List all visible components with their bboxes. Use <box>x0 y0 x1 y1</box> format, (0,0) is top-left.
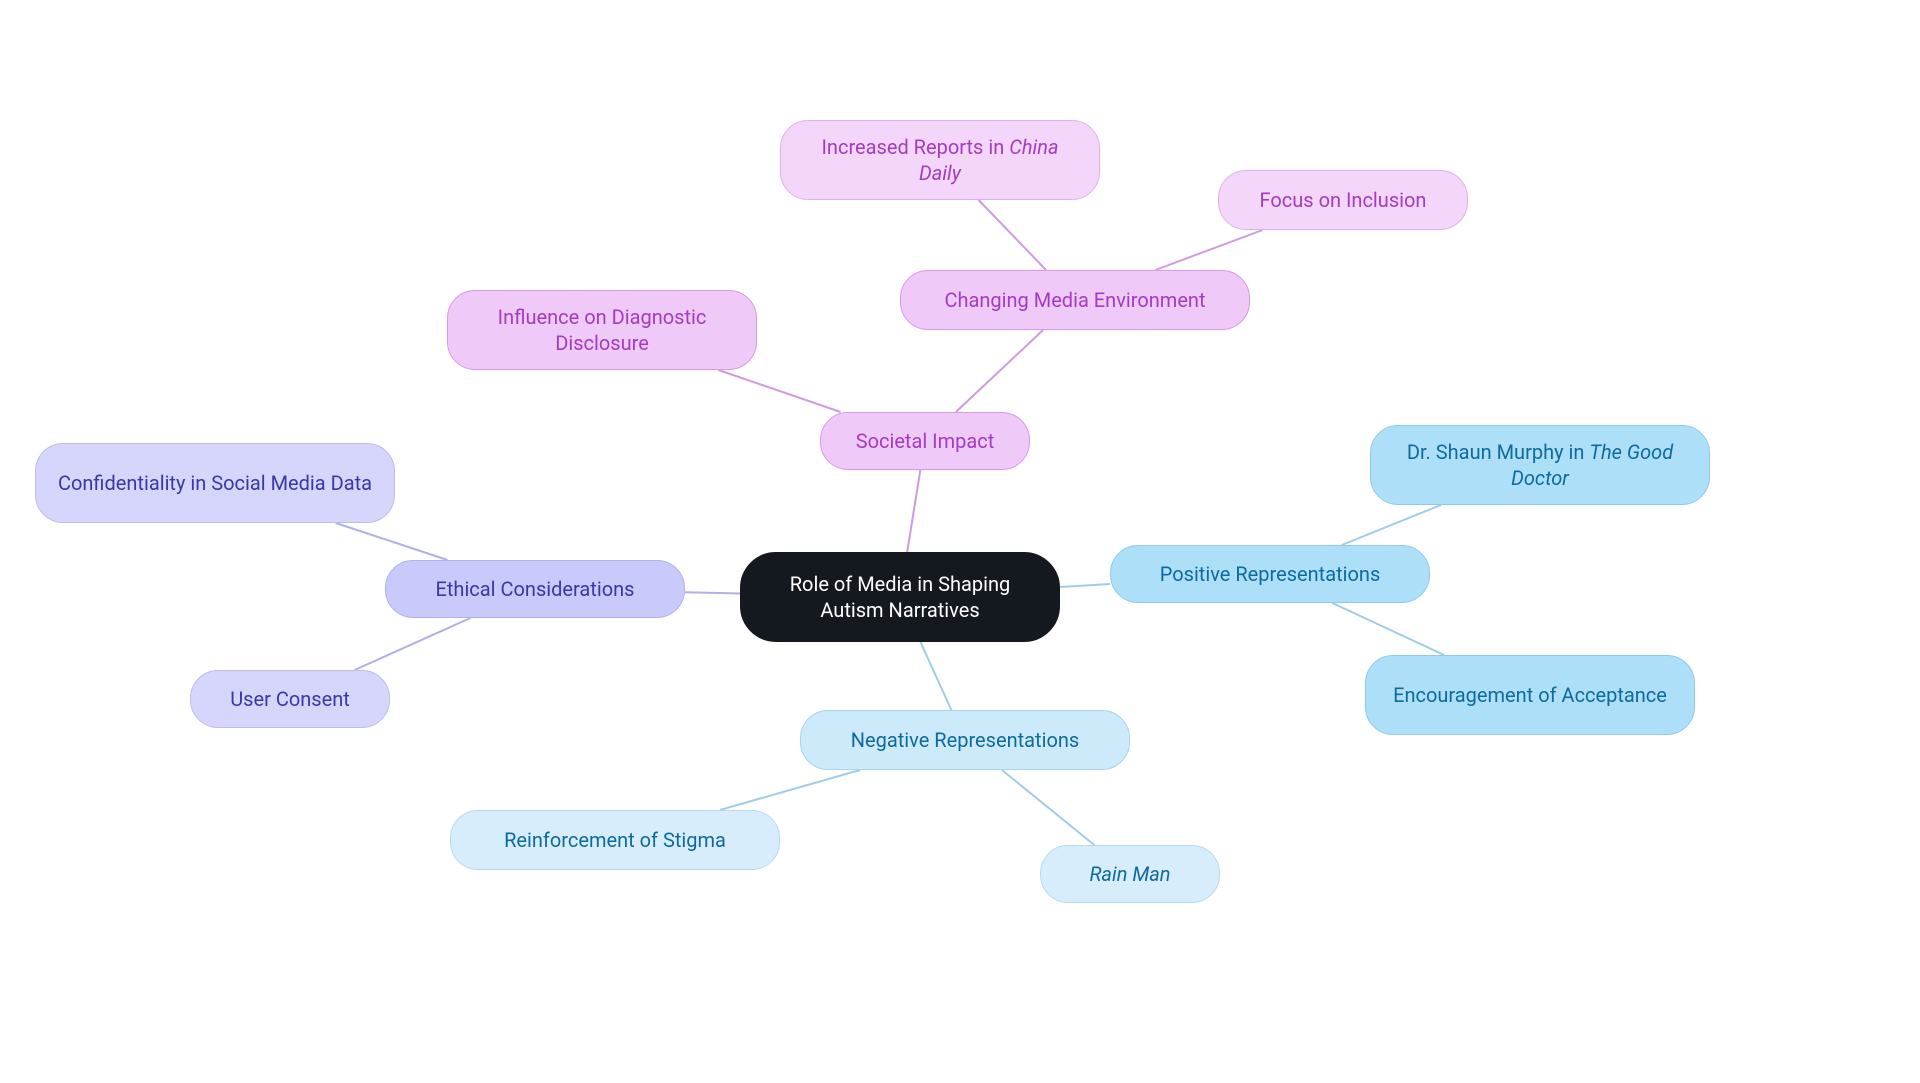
edge-center-negative <box>920 642 951 710</box>
node-label-ethical: Ethical Considerations <box>436 576 635 602</box>
node-label-stigma: Reinforcement of Stigma <box>504 827 726 853</box>
node-diagnostic: Influence on Diagnostic Disclosure <box>447 290 757 370</box>
node-label-inclusion: Focus on Inclusion <box>1260 187 1427 213</box>
node-label-positive: Positive Representations <box>1160 561 1381 587</box>
node-label-changing: Changing Media Environment <box>944 287 1205 313</box>
node-societal: Societal Impact <box>820 412 1030 470</box>
edge-ethical-consent <box>355 618 471 670</box>
node-shaun: Dr. Shaun Murphy in The Good Doctor <box>1370 425 1710 505</box>
edge-changing-inclusion <box>1155 230 1262 270</box>
edge-center-ethical <box>685 592 740 593</box>
node-label-confidentiality: Confidentiality in Social Media Data <box>58 470 372 496</box>
node-confidentiality: Confidentiality in Social Media Data <box>35 443 395 523</box>
node-rainman: Rain Man <box>1040 845 1220 903</box>
node-consent: User Consent <box>190 670 390 728</box>
edge-societal-changing <box>956 330 1043 412</box>
node-label-rainman: Rain Man <box>1089 861 1170 887</box>
edge-positive-shaun <box>1342 505 1441 545</box>
edge-positive-acceptance <box>1332 603 1444 655</box>
node-acceptance: Encouragement of Acceptance <box>1365 655 1695 735</box>
edge-negative-stigma <box>720 770 860 810</box>
node-stigma: Reinforcement of Stigma <box>450 810 780 870</box>
node-label-negative: Negative Representations <box>851 727 1079 753</box>
node-label-shaun: Dr. Shaun Murphy in The Good Doctor <box>1391 439 1689 491</box>
edge-center-societal <box>907 470 920 552</box>
edge-changing-reports <box>979 200 1047 270</box>
node-label-societal: Societal Impact <box>856 428 995 454</box>
node-positive: Positive Representations <box>1110 545 1430 603</box>
node-label-diagnostic: Influence on Diagnostic Disclosure <box>468 304 736 356</box>
node-changing: Changing Media Environment <box>900 270 1250 330</box>
node-label-consent: User Consent <box>230 686 350 712</box>
node-negative: Negative Representations <box>800 710 1130 770</box>
edge-negative-rainman <box>1002 770 1094 845</box>
node-inclusion: Focus on Inclusion <box>1218 170 1468 230</box>
node-label-reports: Increased Reports in China Daily <box>801 134 1079 186</box>
edge-ethical-confidentiality <box>336 523 448 560</box>
node-ethical: Ethical Considerations <box>385 560 685 618</box>
node-center: Role of Media in Shaping Autism Narrativ… <box>740 552 1060 642</box>
edge-center-positive <box>1060 584 1110 587</box>
node-reports: Increased Reports in China Daily <box>780 120 1100 200</box>
node-label-center: Role of Media in Shaping Autism Narrativ… <box>761 571 1039 623</box>
edge-societal-diagnostic <box>718 370 840 412</box>
node-label-acceptance: Encouragement of Acceptance <box>1393 682 1667 708</box>
